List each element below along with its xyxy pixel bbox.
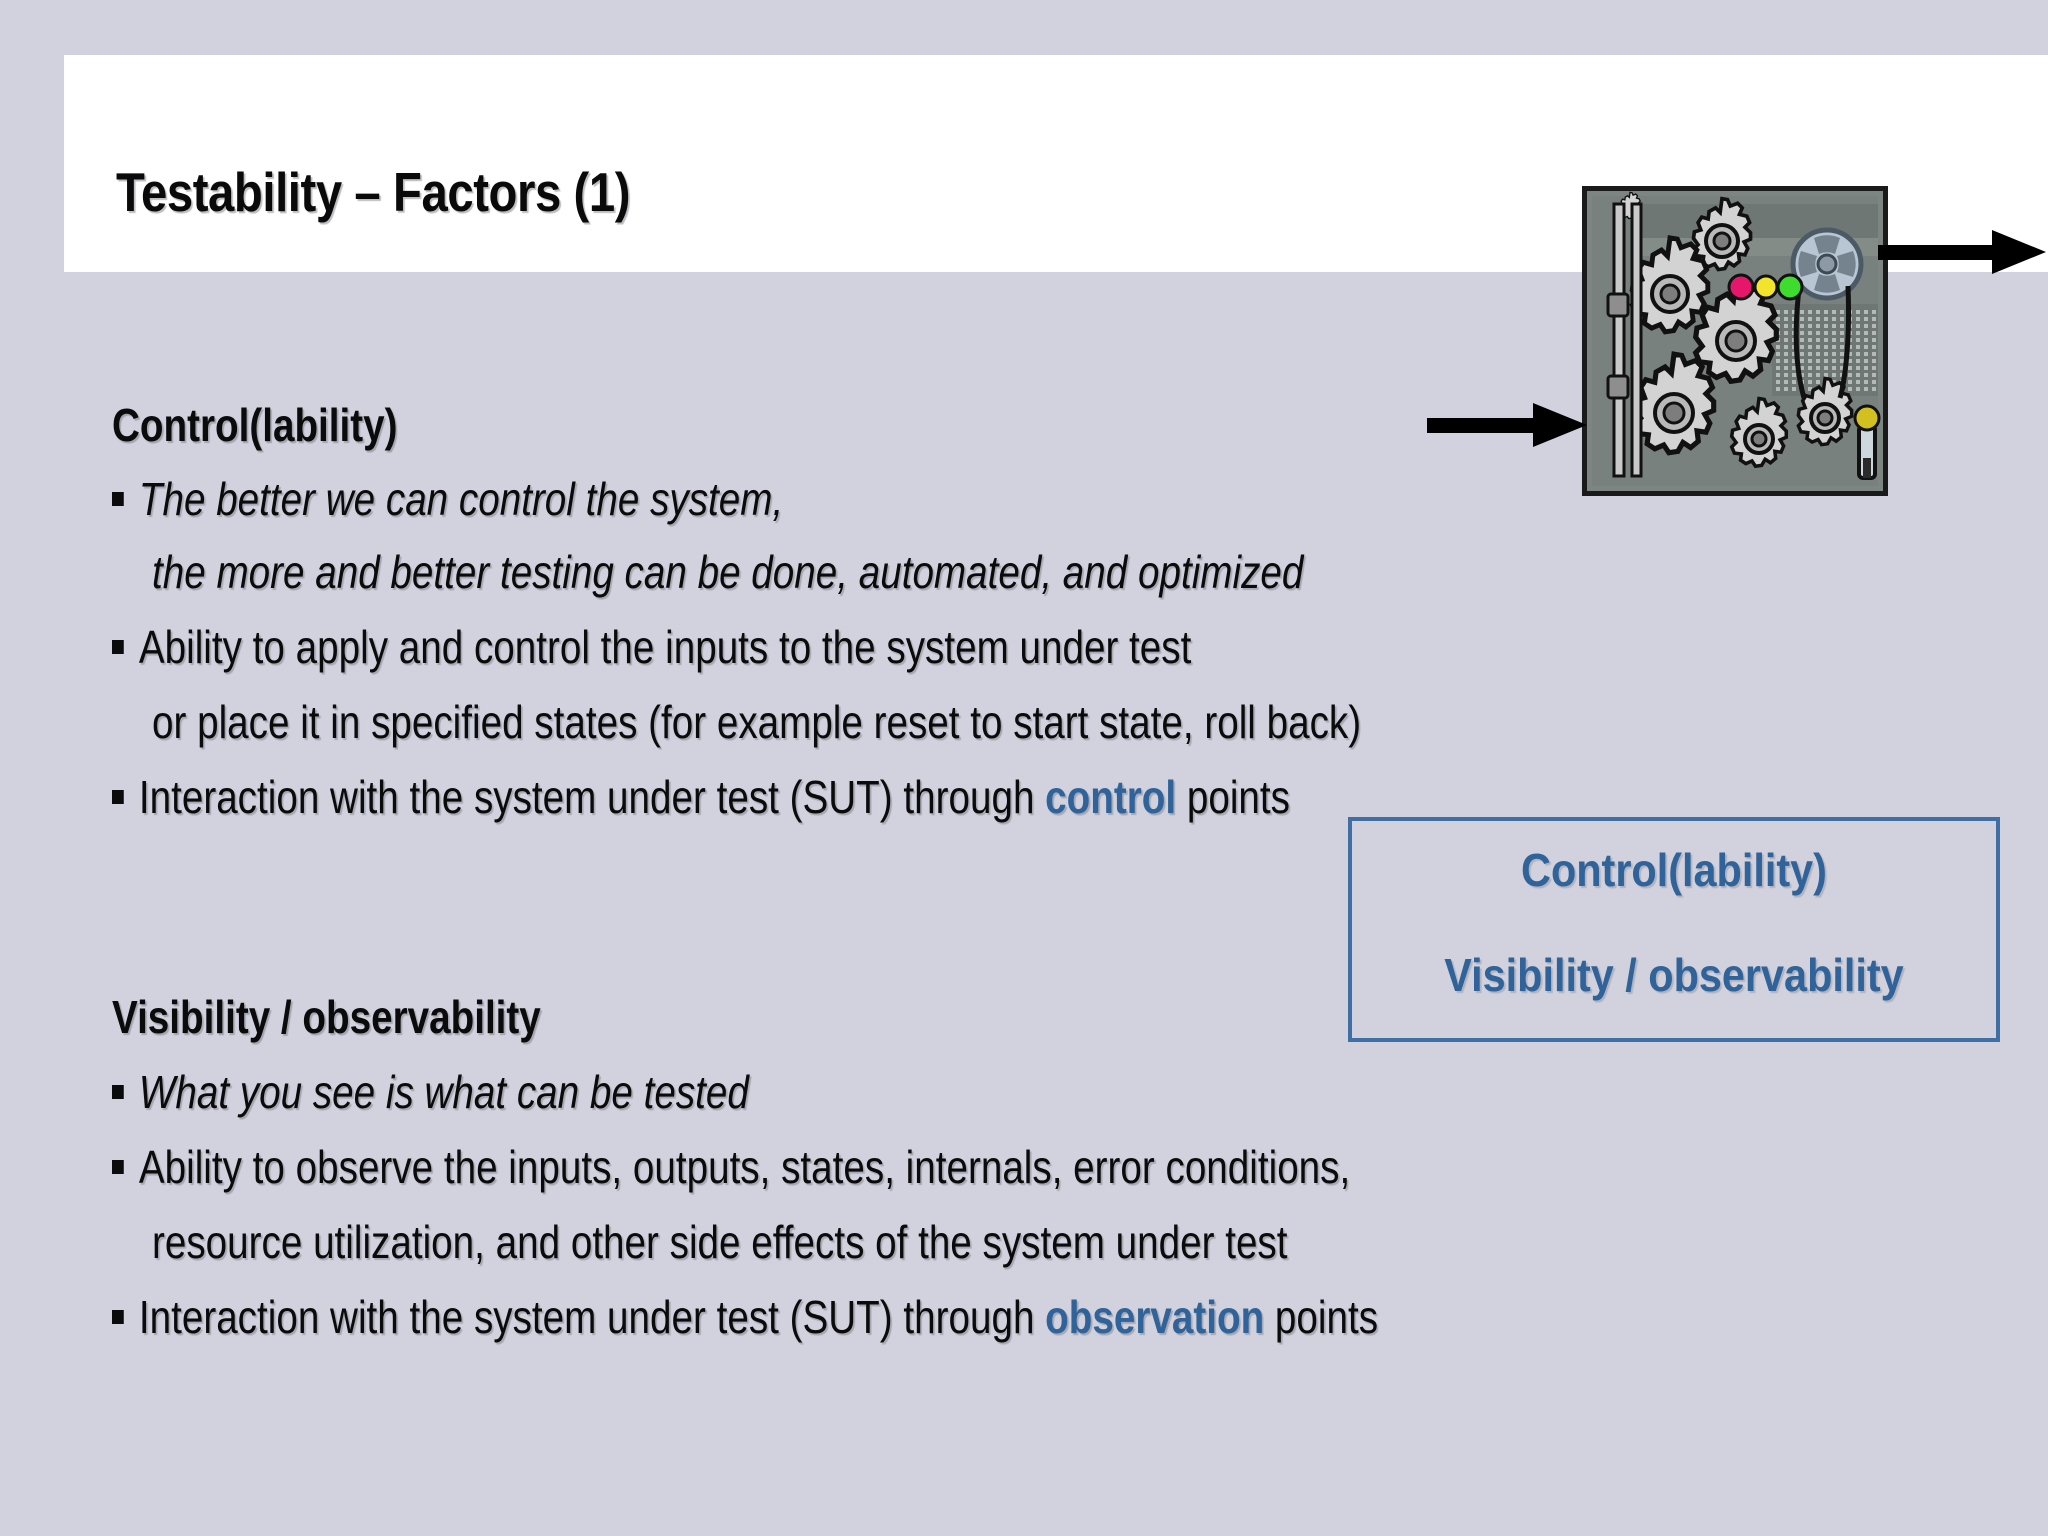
page-title: Testability – Factors (1) (116, 161, 631, 223)
bullet-text-pre: Interaction with the system under test (… (138, 1291, 1046, 1343)
bullet-item: Ability to observe the inputs, outputs, … (112, 1140, 1350, 1194)
bullet-marker (112, 1309, 124, 1324)
bullet-text-post: points (1176, 771, 1290, 823)
output-arrow (1878, 228, 2048, 276)
title-banner: Testability – Factors (1) (64, 55, 2048, 272)
bullet-continuation: the more and better testing can be done,… (152, 545, 1303, 599)
emphasis-line-visibility: Visibility / observability (1444, 949, 1904, 1001)
bullet-marker (112, 789, 124, 804)
emphasis-line-control: Control(lability) (1521, 844, 1827, 896)
bullet-text: The better we can control the system, (138, 473, 784, 525)
bullet-item: Ability to apply and control the inputs … (112, 620, 1191, 674)
input-arrow (1427, 401, 1587, 449)
bullet-marker (112, 1084, 124, 1099)
gear-machine-illustration (1582, 186, 1888, 496)
bullet-item: What you see is what can be tested (112, 1065, 749, 1119)
bullet-marker (112, 491, 124, 506)
section-heading-visibility: Visibility / observability (112, 991, 541, 1043)
bullet-text: Ability to observe the inputs, outputs, … (138, 1141, 1351, 1193)
keyword-observation: observation (1045, 1291, 1265, 1343)
bullet-text: resource utilization, and other side eff… (152, 1216, 1288, 1268)
bullet-text-post: points (1264, 1291, 1379, 1343)
emphasis-box: Control(lability) Visibility / observabi… (1348, 817, 2000, 1042)
bullet-marker (112, 1159, 124, 1174)
bullet-text: What you see is what can be tested (138, 1066, 749, 1118)
bullet-text: the more and better testing can be done,… (152, 546, 1304, 598)
keyword-control: control (1045, 771, 1177, 823)
bullet-item: The better we can control the system, (112, 472, 783, 526)
bullet-text: or place it in specified states (for exa… (152, 696, 1362, 748)
bullet-text-pre: Interaction with the system under test (… (138, 771, 1046, 823)
bullet-item: Interaction with the system under test (… (112, 770, 1290, 824)
section-heading-controllability: Control(lability) (112, 399, 398, 451)
bullet-continuation: resource utilization, and other side eff… (152, 1215, 1287, 1269)
bullet-continuation: or place it in specified states (for exa… (152, 695, 1361, 749)
bullet-marker (112, 639, 124, 654)
bullet-text: Ability to apply and control the inputs … (138, 621, 1192, 673)
bullet-item: Interaction with the system under test (… (112, 1290, 1378, 1344)
